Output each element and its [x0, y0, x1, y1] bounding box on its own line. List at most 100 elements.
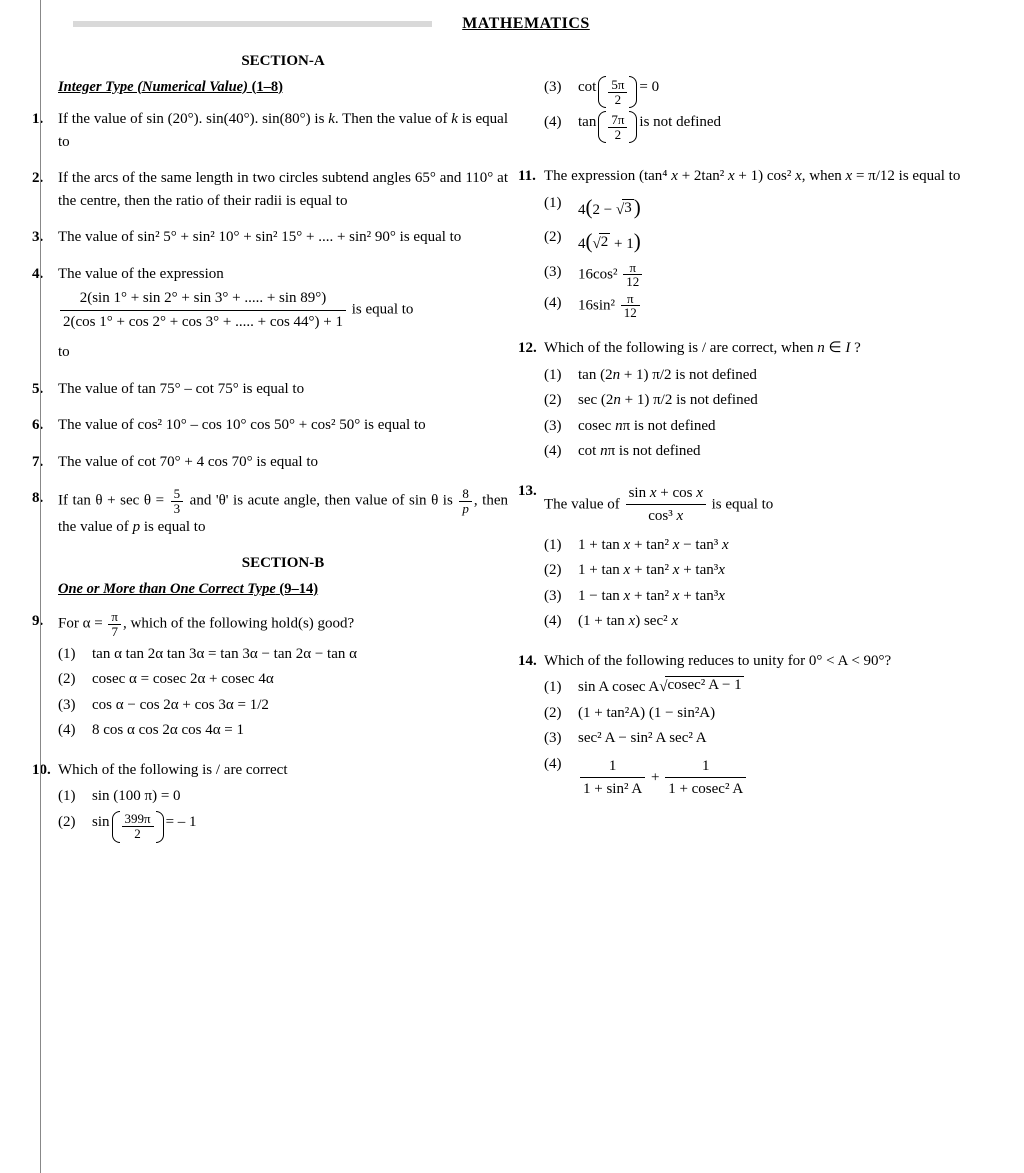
q6-number: 6.	[32, 414, 58, 437]
q1-k2: k	[451, 111, 458, 127]
question-13: 13. The value of sin x + cos x cos³ x is…	[544, 480, 994, 636]
margin-line	[40, 0, 41, 1173]
q9-opt1: (1)tan α tan 2α tan 3α = tan 3α − tan 2α…	[58, 643, 508, 666]
section-a-sub: Integer Type (Numerical Value) (1–8)	[58, 77, 508, 99]
section-a-sub-text: Integer Type (Numerical Value)	[58, 79, 248, 95]
q8-f1: 53	[171, 487, 184, 515]
q13-frac: sin x + cos x cos³ x	[626, 482, 706, 528]
q11-body: The expression (tan⁴ x + 2tan² x + 1) co…	[544, 165, 994, 323]
q12-opt1: (1)tan (2n + 1) π/2 is not defined	[544, 364, 994, 387]
q9-f: π7	[108, 610, 121, 638]
question-6: 6. The value of cos² 10° – cos 10° cos 5…	[58, 414, 508, 437]
section-b-label: SECTION-B	[58, 552, 508, 575]
q8-t2: and 'θ' is acute angle, then value of si…	[185, 493, 457, 509]
q8-f2: 8p	[459, 487, 472, 515]
q2-number: 2.	[32, 167, 58, 190]
q10-opt1: (1)sin (100 π) = 0	[58, 785, 508, 808]
question-11: 11. The expression (tan⁴ x + 2tan² x + 1…	[544, 165, 994, 323]
q9-opt4: (4)8 cos α cos 2α cos 4α = 1	[58, 719, 508, 742]
q13-number: 13.	[518, 480, 544, 503]
q4-to: to	[58, 341, 508, 364]
question-9: 9. For α = π7, which of the following ho…	[58, 610, 508, 744]
q5-number: 5.	[32, 378, 58, 401]
q3-terms: ² 5° + sin² 10° + sin² 15° + .... + sin²…	[155, 229, 396, 245]
right-column: (3) cot 5π2 = 0 (4) tan 7π2 is not defin…	[544, 44, 994, 846]
section-b-sub-text: One or More than One Correct Type	[58, 581, 276, 597]
section-a-range: (1–8)	[252, 79, 283, 95]
q9-t1: For α =	[58, 616, 106, 632]
q4-num: 2(sin 1° + sin 2° + sin 3° + ..... + sin…	[60, 287, 346, 311]
q4-pre: The value of the expression	[58, 263, 508, 286]
q8-t1: If tan θ + sec θ =	[58, 493, 169, 509]
question-14: 14. Which of the following reduces to un…	[544, 650, 994, 806]
q14-opt4: (4) 11 + sin² A + 11 + cosec² A	[544, 753, 994, 803]
q12-number: 12.	[518, 337, 544, 360]
q3-pre: The value of sin	[58, 229, 155, 245]
q1-body: If the value of sin (20°). sin(40°). sin…	[58, 108, 508, 153]
q4-fraction: 2(sin 1° + sin 2° + sin 3° + ..... + sin…	[60, 287, 346, 333]
page-title: MATHEMATICS	[58, 12, 994, 36]
q10-o3-paren: 5π2	[598, 76, 637, 108]
q12-options: (1)tan (2n + 1) π/2 is not defined (2)se…	[544, 364, 994, 463]
q1-t2: . Then the value of	[335, 111, 451, 127]
q8-t4: is equal to	[140, 519, 205, 535]
q10-opt4: (4) tan 7π2 is not defined	[544, 111, 994, 143]
q9-opt2: (2)cosec α = cosec 2α + cosec 4α	[58, 668, 508, 691]
q12-opt4: (4)cot nπ is not defined	[544, 440, 994, 463]
q13-body: The value of sin x + cos x cos³ x is equ…	[544, 480, 994, 636]
q14-opt3: (3)sec² A − sin² A sec² A	[544, 727, 994, 750]
q10-opt3: (3) cot 5π2 = 0	[544, 76, 994, 108]
question-2: 2. If the arcs of the same length in two…	[58, 167, 508, 212]
q13-opt3: (3)1 − tan x + tan² x + tan³x	[544, 585, 994, 608]
q8-p: p	[133, 519, 141, 535]
q1-t1: If the value of sin (20°). sin(40°). sin…	[58, 111, 328, 127]
q11-opt2: (2) 4(2 + 1)	[544, 226, 994, 258]
q12-opt2: (2)sec (2n + 1) π/2 is not defined	[544, 389, 994, 412]
q8-number: 8.	[32, 487, 58, 510]
q10-options: (1)sin (100 π) = 0 (2) sin 399π2 = – 1	[58, 785, 508, 843]
q1-number: 1.	[32, 108, 58, 131]
q14-body: Which of the following reduces to unity …	[544, 650, 994, 806]
q3-number: 3.	[32, 226, 58, 249]
q9-body: For α = π7, which of the following hold(…	[58, 610, 508, 744]
question-8: 8. If tan θ + sec θ = 53 and 'θ' is acut…	[58, 487, 508, 538]
q11-options: (1) 4(2 − 3) (2) 4(2 + 1) (3) 16cos² π12…	[544, 192, 994, 321]
section-b-range: (9–14)	[279, 581, 318, 597]
q13-opt1: (1)1 + tan x + tan² x − tan³ x	[544, 534, 994, 557]
q6-body: The value of cos² 10° – cos 10° cos 50° …	[58, 414, 508, 437]
question-3: 3. The value of sin² 5° + sin² 10° + sin…	[58, 226, 508, 249]
q9-options: (1)tan α tan 2α tan 3α = tan 3α − tan 2α…	[58, 643, 508, 742]
q10-opt2: (2) sin 399π2 = – 1	[58, 811, 508, 843]
q13-opt2: (2)1 + tan x + tan² x + tan³x	[544, 559, 994, 582]
q11-number: 11.	[518, 165, 544, 188]
question-7: 7. The value of cot 70° + 4 cos 70° is e…	[58, 451, 508, 474]
q9-number: 9.	[32, 610, 58, 633]
q4-den: 2(cos 1° + cos 2° + cos 3° + ..... + cos…	[60, 311, 346, 334]
q12-opt3: (3)cosec nπ is not defined	[544, 415, 994, 438]
q14-number: 14.	[518, 650, 544, 673]
q10-o2-paren: 399π2	[112, 811, 164, 843]
q1-k: k	[328, 111, 335, 127]
q7-body: The value of cot 70° + 4 cos 70° is equa…	[58, 451, 508, 474]
question-1: 1. If the value of sin (20°). sin(40°). …	[58, 108, 508, 153]
q7-number: 7.	[32, 451, 58, 474]
question-4: 4. The value of the expression 2(sin 1° …	[58, 263, 508, 364]
q14-opt2: (2)(1 + tan²A) (1 − sin²A)	[544, 702, 994, 725]
q14-options: (1) sin A cosec Acosec² A − 1 (2)(1 + ta…	[544, 676, 994, 803]
section-b-sub: One or More than One Correct Type (9–14)	[58, 579, 508, 601]
q9-t2: , which of the following hold(s) good?	[123, 616, 354, 632]
page: MATHEMATICS SECTION-A Integer Type (Nume…	[0, 0, 1024, 1173]
q14-opt1: (1) sin A cosec Acosec² A − 1	[544, 676, 994, 699]
q11-opt4: (4) 16sin² π12	[544, 292, 994, 320]
q10-o4-paren: 7π2	[598, 111, 637, 143]
question-5: 5. The value of tan 75° – cot 75° is equ…	[58, 378, 508, 401]
q9-opt3: (3)cos α − cos 2α + cos 3α = 1/2	[58, 694, 508, 717]
title-text: MATHEMATICS	[456, 15, 596, 32]
q8-body: If tan θ + sec θ = 53 and 'θ' is acute a…	[58, 487, 508, 538]
q11-opt3: (3) 16cos² π12	[544, 261, 994, 289]
q3-post: is equal to	[396, 229, 461, 245]
q4-body: The value of the expression 2(sin 1° + s…	[58, 263, 508, 364]
q4-number: 4.	[32, 263, 58, 286]
section-a-label: SECTION-A	[58, 50, 508, 73]
q10-options-right: (3) cot 5π2 = 0 (4) tan 7π2 is not defin…	[544, 76, 994, 143]
